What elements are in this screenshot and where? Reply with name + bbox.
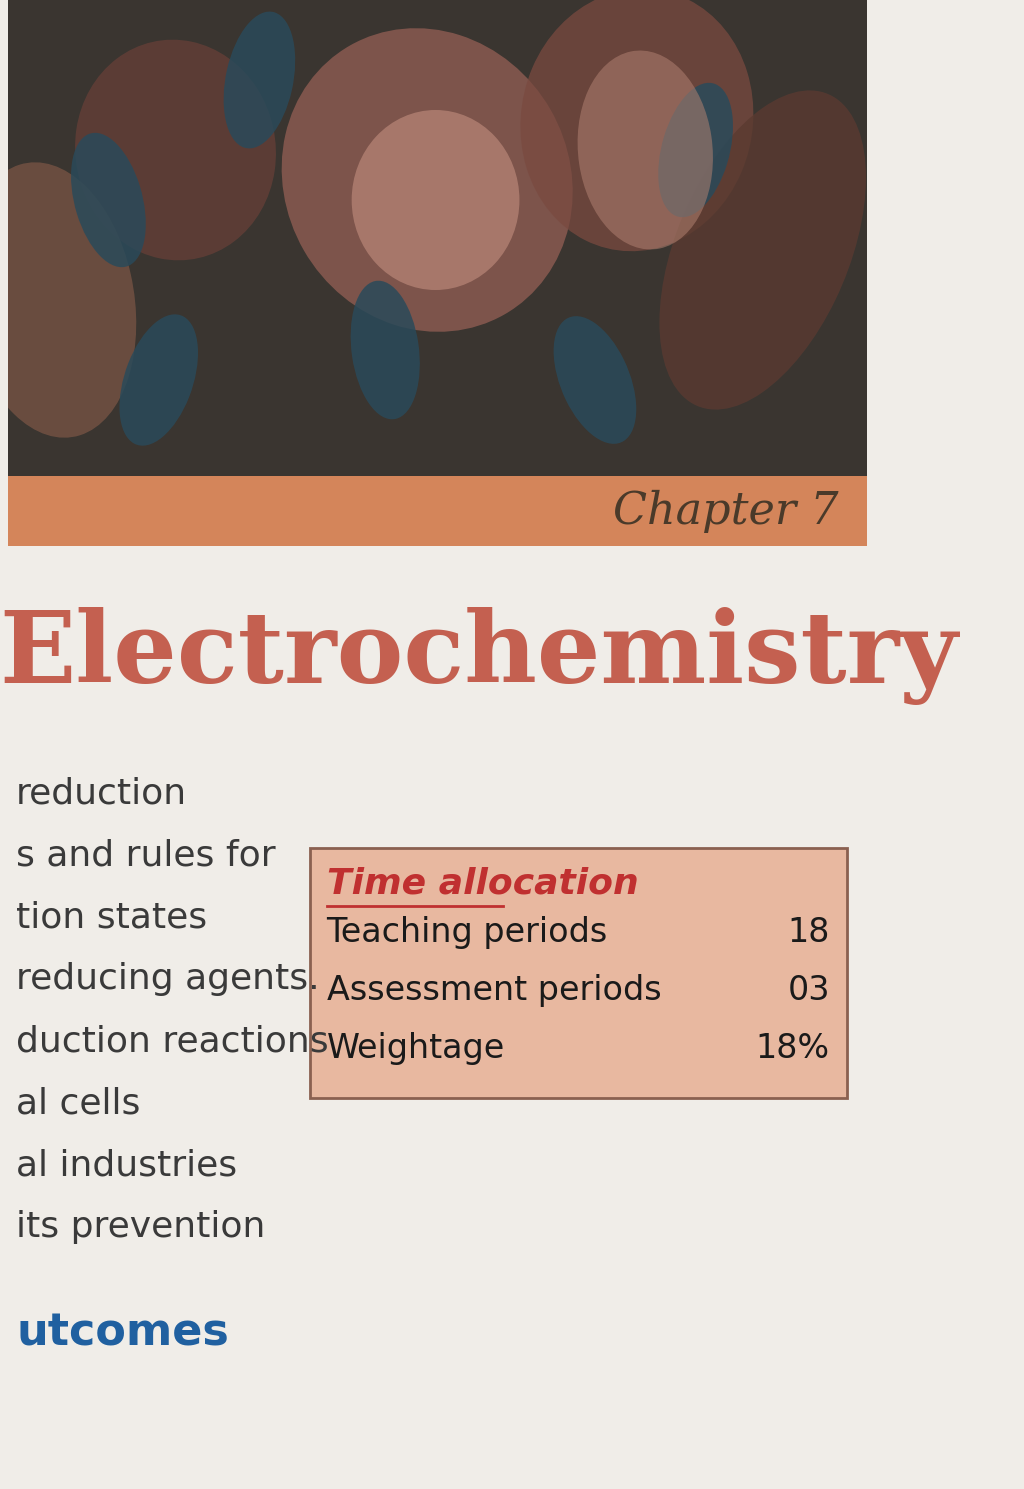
Text: utcomes: utcomes bbox=[16, 1312, 229, 1355]
Text: 03: 03 bbox=[787, 974, 829, 1007]
Ellipse shape bbox=[658, 83, 733, 217]
Bar bbox=[8, 546, 866, 1489]
Text: reducing agents.: reducing agents. bbox=[16, 962, 319, 996]
Text: Teaching periods: Teaching periods bbox=[327, 916, 608, 948]
Text: 18: 18 bbox=[787, 916, 829, 948]
Text: Chapter 7: Chapter 7 bbox=[612, 490, 839, 533]
Ellipse shape bbox=[282, 28, 572, 332]
Text: Time allocation: Time allocation bbox=[327, 867, 638, 899]
Text: its prevention: its prevention bbox=[16, 1211, 265, 1243]
Bar bbox=[8, 0, 866, 476]
Ellipse shape bbox=[351, 110, 519, 290]
Text: Assessment periods: Assessment periods bbox=[327, 974, 662, 1007]
Ellipse shape bbox=[350, 281, 420, 420]
Ellipse shape bbox=[659, 91, 866, 409]
Text: al cells: al cells bbox=[16, 1085, 140, 1120]
Bar bbox=[8, 476, 866, 546]
Ellipse shape bbox=[554, 316, 636, 444]
Text: duction reactions: duction reactions bbox=[16, 1024, 329, 1059]
Ellipse shape bbox=[520, 0, 754, 252]
Text: s and rules for: s and rules for bbox=[16, 838, 275, 873]
Ellipse shape bbox=[0, 162, 136, 438]
Text: Weightage: Weightage bbox=[327, 1032, 505, 1065]
Ellipse shape bbox=[75, 40, 275, 261]
Ellipse shape bbox=[71, 133, 145, 267]
Text: tion states: tion states bbox=[16, 899, 207, 934]
Ellipse shape bbox=[578, 51, 713, 250]
Text: al industries: al industries bbox=[16, 1148, 238, 1182]
FancyBboxPatch shape bbox=[309, 849, 847, 1097]
Ellipse shape bbox=[120, 314, 198, 445]
Text: 18%: 18% bbox=[756, 1032, 829, 1065]
Ellipse shape bbox=[223, 12, 295, 149]
Text: reduction: reduction bbox=[16, 776, 187, 810]
Text: Electrochemistry: Electrochemistry bbox=[0, 608, 958, 704]
